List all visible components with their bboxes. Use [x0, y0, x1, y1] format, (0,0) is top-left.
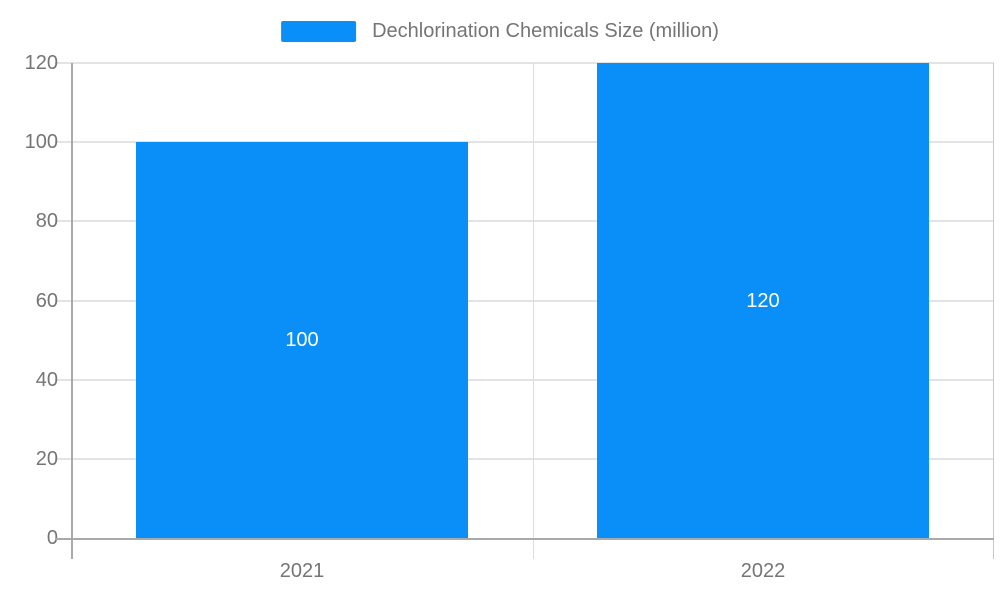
bar-2022[interactable]	[597, 63, 929, 538]
y-gridline-20	[55, 458, 994, 460]
y-gridline-80	[55, 220, 994, 222]
y-gridline-40	[55, 379, 994, 381]
y-axis-line	[71, 63, 73, 559]
y-gridline-120	[55, 62, 994, 64]
bar-value-label: 120	[746, 290, 780, 312]
y-tick-label: 60	[35, 290, 58, 312]
y-tick-label: 120	[24, 52, 58, 74]
legend[interactable]: Dechlorination Chemicals Size (million)	[281, 20, 719, 42]
y-gridline-60	[55, 300, 994, 302]
y-tick-label: 0	[46, 527, 58, 549]
y-gridline-100	[55, 141, 994, 143]
legend-label: Dechlorination Chemicals Size (million)	[372, 20, 719, 42]
plot-right-border	[993, 63, 994, 559]
y-tick-label: 100	[24, 131, 58, 153]
y-tick-label: 20	[35, 448, 58, 470]
y-tick-label: 40	[35, 369, 58, 391]
bar-2021[interactable]	[136, 142, 468, 538]
x-category-separator	[533, 63, 534, 559]
x-axis-line	[55, 538, 994, 540]
legend-swatch	[281, 20, 357, 42]
bar-value-label: 100	[285, 329, 319, 351]
x-tick-label: 2021	[279, 560, 325, 582]
y-tick-label: 80	[35, 210, 58, 232]
x-tick-label: 2022	[740, 560, 786, 582]
